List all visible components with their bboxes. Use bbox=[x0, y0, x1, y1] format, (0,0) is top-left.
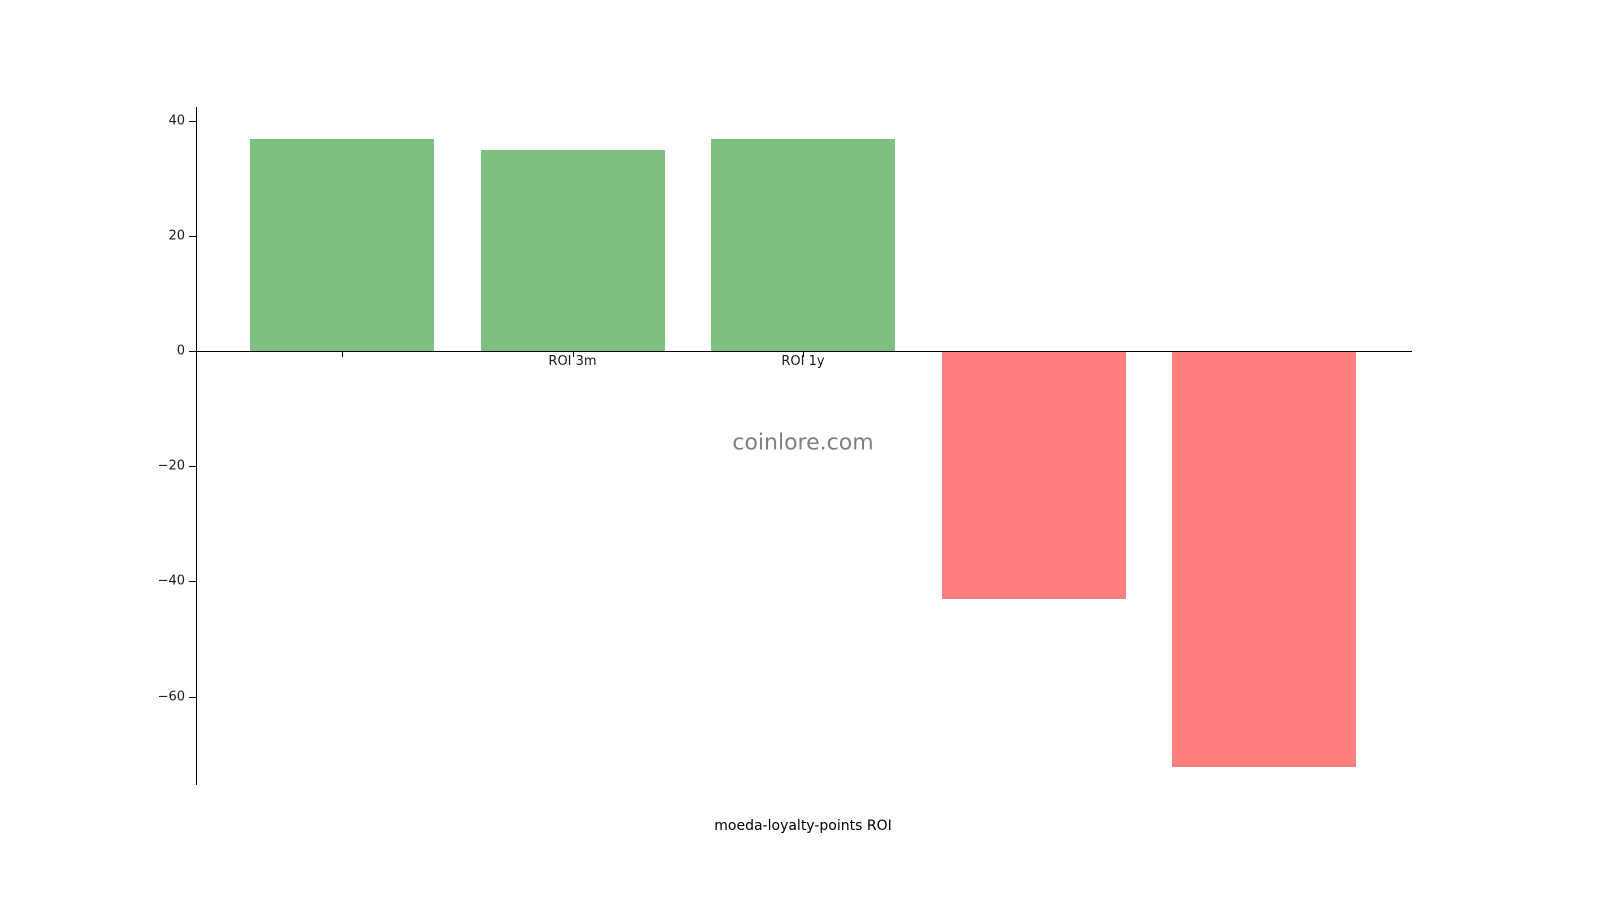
y-axis-line bbox=[196, 107, 197, 785]
y-tick-label: −20 bbox=[157, 458, 185, 474]
y-tick bbox=[189, 581, 196, 583]
y-tick-label: 0 bbox=[176, 343, 185, 359]
y-tick-label: 20 bbox=[168, 228, 185, 244]
y-tick bbox=[189, 235, 196, 237]
x-axis-line bbox=[196, 351, 1412, 352]
y-tick bbox=[189, 696, 196, 698]
x-tick bbox=[342, 352, 343, 357]
y-tick-label: 40 bbox=[168, 113, 185, 129]
x-tick bbox=[572, 352, 574, 357]
chart-title: moeda-loyalty-points ROI bbox=[714, 818, 892, 834]
watermark-text: coinlore.com bbox=[732, 430, 874, 456]
bar-series-4 bbox=[1172, 352, 1356, 767]
x-tick-label: ROI 1y bbox=[781, 354, 825, 369]
bar-roi-3m bbox=[480, 149, 665, 351]
y-tick-label: −60 bbox=[157, 689, 185, 705]
x-tick-label: ROI 3m bbox=[548, 354, 597, 369]
x-tick bbox=[803, 352, 804, 357]
y-tick bbox=[189, 466, 196, 468]
bar-series-0 bbox=[250, 139, 434, 351]
bar-roi-1y bbox=[711, 139, 895, 351]
y-tick-label: −40 bbox=[157, 573, 185, 589]
y-tick bbox=[189, 120, 196, 122]
bar-series-3 bbox=[941, 352, 1126, 600]
y-tick bbox=[189, 351, 196, 352]
